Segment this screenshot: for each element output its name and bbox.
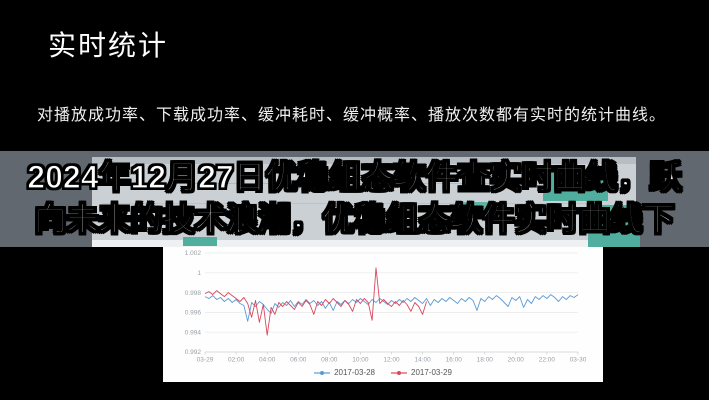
series-line-2017-03-29[interactable] [204,267,427,336]
y-tick-label: 0.992 [185,349,202,356]
headline-line-1: 2024年12月27日优稳组态软件查实时曲线，跃 [27,158,683,195]
chart-card: 0.992 0.994 0.996 0.998 1 1.002 03-29 02:00 04:0… [163,247,603,382]
background-screenshot-line [102,203,592,204]
page-title: 实时统计 [48,30,169,61]
x-tick-label: 14:00 [414,357,431,364]
x-tick-label: 03-30 [570,357,587,364]
x-tick-label: 06:00 [290,357,307,364]
x-tick-label: 02:00 [228,357,245,364]
series-line-2017-03-28[interactable] [204,294,579,322]
headline: 2024年12月27日优稳组态软件查实时曲线，跃 向未来的技术浪潮，优稳组态软件… [0,156,709,240]
x-tick-label: 03-29 [197,357,214,364]
legend-marker-icon [391,370,407,375]
x-tick-label: 10:00 [352,357,369,364]
realtime-chart[interactable]: 0.992 0.994 0.996 0.998 1 1.002 03-29 02:00 04:0… [163,247,603,365]
page-description: 对播放成功率、下载成功率、缓冲耗时、缓冲概率、播放次数都有实时的统计曲线。 [37,107,667,124]
y-tick-label: 0.994 [185,329,202,336]
x-tick-label: 08:00 [321,357,338,364]
legend-item-2017-03-29[interactable]: 2017-03-29 [391,368,452,377]
headline-line-2: 向未来的技术浪潮，优稳组态软件实时曲线下 [34,200,675,237]
teal-chip [183,237,217,246]
teal-highlight-block [588,205,640,247]
background-screenshot-header [92,157,636,164]
x-tick-label: 18:00 [477,357,494,364]
x-tick-label: 16:00 [446,357,463,364]
background-screenshot-line [102,183,592,184]
x-tick-label: 12:00 [383,357,400,364]
legend-marker-icon [314,370,331,375]
teal-highlight-block [543,171,608,201]
x-tick-label: 22:00 [539,357,556,364]
background-screenshot-toolbar [92,240,636,247]
x-tick-label: 04:00 [259,357,276,364]
teal-chip [455,202,489,215]
y-tick-label: 1.002 [185,250,202,257]
legend-item-2017-03-28[interactable]: 2017-03-28 [314,368,375,377]
legend-label: 2017-03-29 [411,368,452,377]
headline-banner: 2024年12月27日优稳组态软件查实时曲线，跃 向未来的技术浪潮，优稳组态软件… [0,151,709,247]
x-tick-label: 20:00 [508,357,525,364]
y-tick-label: 0.996 [185,310,202,317]
chart-legend: 2017-03-28 2017-03-29 [163,368,603,377]
legend-label: 2017-03-28 [334,368,375,377]
y-tick-label: 1 [197,270,201,277]
y-tick-label: 0.998 [185,290,202,297]
